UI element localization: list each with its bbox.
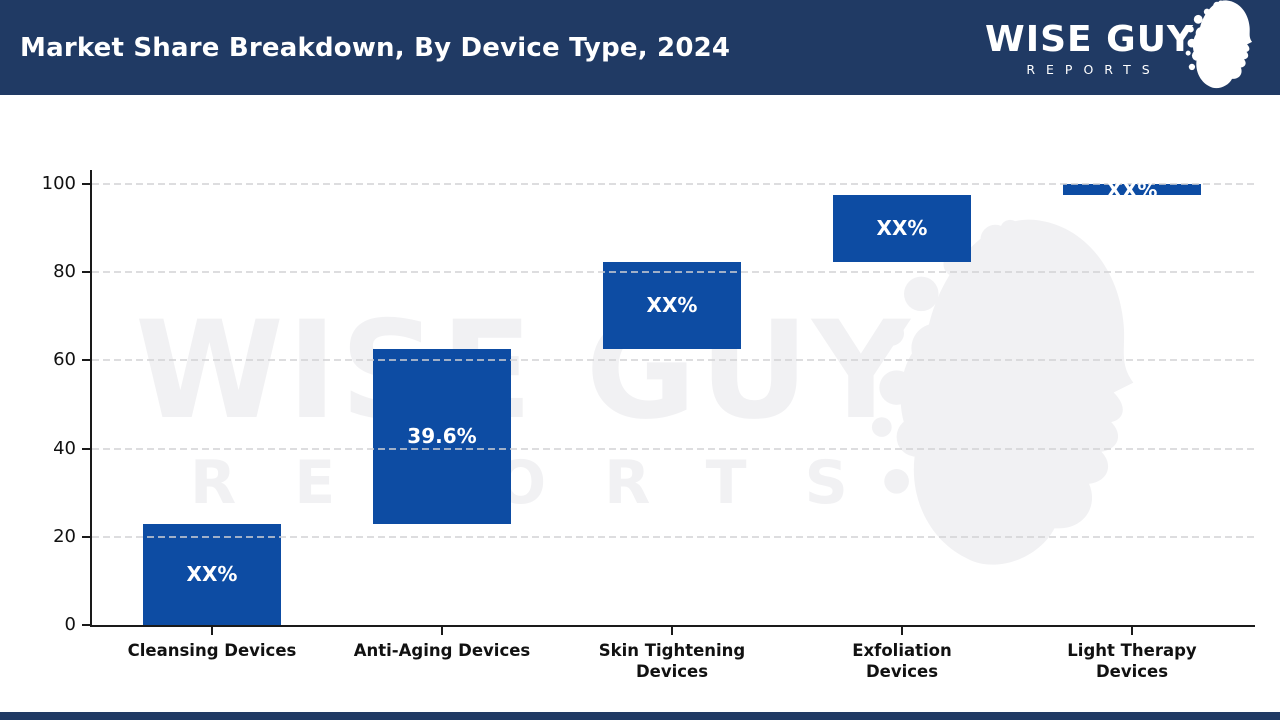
bar-segment — [373, 348, 511, 524]
bar-value-label: XX% — [646, 293, 698, 318]
y-tick-label: 0 — [64, 614, 76, 635]
x-category-label: Anti-Aging Devices — [327, 640, 557, 661]
logo-subtitle: REPORTS — [1026, 62, 1161, 77]
x-tick — [441, 625, 443, 635]
plot-area: 0 20 40 60 80 100 XX% 39.6% XX% XX% XX% Cleansing D… — [42, 170, 1255, 681]
x-category-line: Devices — [865, 662, 939, 681]
y-tick-label: 20 — [53, 525, 76, 547]
logo-text: WISE GUY REPORTS — [984, 19, 1194, 78]
gridline — [92, 183, 1255, 185]
x-category-line: Cleansing Devices — [127, 641, 297, 660]
y-tick — [82, 359, 92, 362]
x-category-line: Light Therapy — [1067, 641, 1197, 660]
y-tick — [82, 183, 92, 185]
bar-value-label: XX% — [186, 562, 238, 587]
gridline — [92, 359, 1255, 362]
y-tick-label: 40 — [53, 437, 76, 459]
x-tick — [1131, 625, 1133, 635]
x-category-label: Cleansing Devices — [97, 640, 327, 661]
y-tick-label: 60 — [53, 349, 76, 371]
watermark-wordmark: WISE GUY — [135, 292, 913, 449]
bar-value-label: 39.6% — [407, 424, 477, 449]
bar-value-label: XX% — [1106, 177, 1158, 202]
bar-segment — [603, 261, 741, 349]
bar-segment — [833, 195, 971, 262]
x-category-line: Anti-Aging Devices — [353, 641, 531, 660]
y-tick — [82, 447, 92, 450]
y-tick — [82, 535, 92, 538]
x-category-line: Devices — [635, 662, 709, 681]
y-tick — [82, 624, 92, 626]
bar-segment — [1063, 184, 1201, 196]
x-category-label: Light Therapy Devices — [1017, 640, 1247, 682]
x-category-line: Exfoliation — [852, 641, 952, 660]
watermark-face-icon — [871, 219, 1134, 565]
bar-value-label: XX% — [876, 216, 928, 241]
x-tick — [211, 625, 213, 635]
gridline — [92, 271, 1255, 274]
bar-segment — [143, 523, 281, 625]
x-tick — [901, 625, 903, 635]
footer-band — [0, 712, 1280, 720]
y-tick-label: 80 — [53, 261, 76, 283]
x-category-label: Skin Tightening Devices — [557, 640, 787, 682]
y-tick-label: 100 — [41, 173, 76, 194]
gridline — [92, 535, 1255, 538]
y-tick — [82, 271, 92, 274]
watermark-subtitle: REPORTS — [190, 448, 906, 518]
x-category-label: Exfoliation Devices — [787, 640, 1017, 682]
wiseguy-face-logo-icon — [1185, 0, 1253, 88]
wiseguy-logo: WISE GUY REPORTS — [984, 0, 1266, 92]
logo-wordmark: WISE GUY — [984, 19, 1194, 60]
x-category-line: Devices — [1095, 662, 1169, 681]
x-category-line: Skin Tightening — [598, 641, 746, 660]
header-band: Market Share Breakdown, By Device Type, … — [0, 0, 1280, 95]
x-tick — [671, 625, 673, 635]
chart-title: Market Share Breakdown, By Device Type, … — [20, 32, 731, 63]
gridline — [92, 447, 1255, 450]
